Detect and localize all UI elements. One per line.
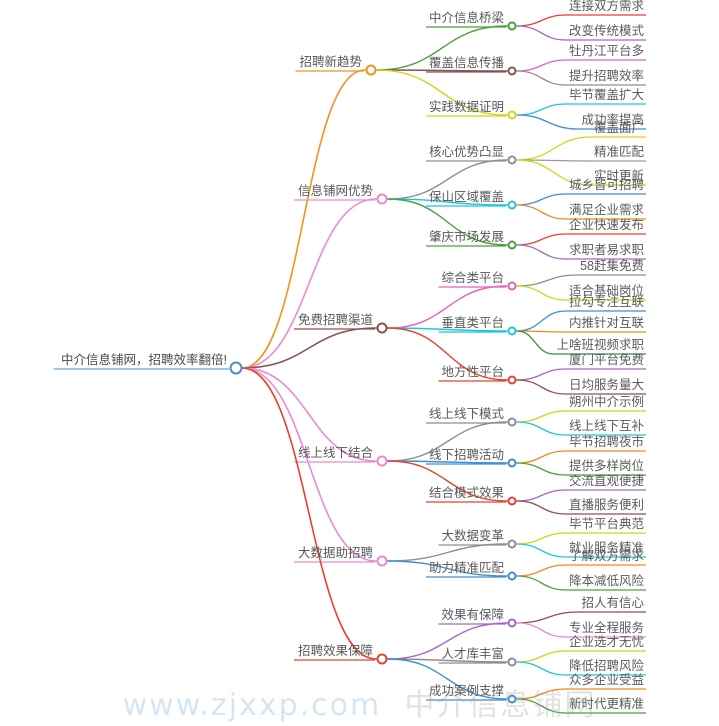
leaf-node-label-3-1-0[interactable]: 毕节招聘夜市 [568,434,644,449]
sub-node-dot-5-0[interactable] [507,618,517,628]
leaf-node-label-2-0-0[interactable]: 58赶集免费 [580,258,644,273]
leaf-node-label-5-2-1[interactable]: 新时代更精准 [568,696,644,711]
sub-node-dot-1-0[interactable] [507,155,517,165]
leaf-node-label-1-0-1[interactable]: 精准匹配 [593,144,644,159]
leaf-node-label-1-1-1[interactable]: 满足企业需求 [568,202,644,217]
leaf-node-label-2-1-0[interactable]: 拉勾专注互联 [568,294,644,309]
sub-node-dot-0-0[interactable] [507,21,517,31]
sub-node-dot-1-1[interactable] [507,200,517,210]
sub-node-label-3-1[interactable]: 线下招聘活动 [428,447,504,462]
root-node-label[interactable]: 中介信息铺网，招聘效率翻倍! [61,352,227,367]
branch-node-label-3[interactable]: 线上线下结合 [297,445,373,460]
leaf-node-label-2-2-0[interactable]: 厦门平台免费 [568,352,644,367]
sub-node-label-0-1[interactable]: 覆盖信息传播 [428,55,504,70]
leaf-node-label-0-1-1[interactable]: 提升招聘效率 [568,68,644,83]
sub-node-label-2-1[interactable]: 垂直类平台 [441,315,504,330]
sub-node-dot-4-0[interactable] [507,539,517,549]
leaf-node-label-2-0-1[interactable]: 适合基础岗位 [568,283,644,298]
leaf-node-label-1-0-0[interactable]: 覆盖面广 [593,120,644,135]
sub-node-label-5-1[interactable]: 人才库丰富 [441,646,504,661]
leaf-node-label-0-0-1[interactable]: 改变传统模式 [568,23,644,38]
sub-node-label-1-2[interactable]: 肇庆市场发展 [428,229,504,244]
sub-node-label-3-0[interactable]: 线上线下模式 [428,406,504,421]
sub-node-label-1-1[interactable]: 保山区域覆盖 [428,189,504,204]
leaf-node-label-5-2-0[interactable]: 众多企业受益 [568,672,644,687]
leaf-node-label-5-0-0[interactable]: 招人有信心 [581,595,644,610]
sub-node-label-2-0[interactable]: 综合类平台 [441,270,504,285]
sub-node-dot-3-1[interactable] [507,458,517,468]
leaf-node-label-1-2-1[interactable]: 求职者易求职 [568,242,644,257]
branch-node-label-1[interactable]: 信息铺网优势 [297,183,373,198]
sub-node-label-2-2[interactable]: 地方性平台 [441,364,504,379]
leaf-node-label-4-1-0[interactable]: 了解双方需求 [568,548,644,563]
sub-node-dot-5-2[interactable] [507,694,517,704]
branch-node-dot-5[interactable] [376,653,388,665]
leaf-node-label-2-2-1[interactable]: 日均服务量大 [568,377,644,392]
leaf-node-label-3-0-1[interactable]: 线上线下互补 [568,418,644,433]
branch-node-label-5[interactable]: 招聘效果保障 [297,643,373,658]
branch-node-dot-2[interactable] [376,322,388,334]
sub-node-dot-0-2[interactable] [507,110,517,120]
sub-node-label-4-1[interactable]: 助力精准匹配 [428,560,504,575]
leaf-node-label-0-2-0[interactable]: 毕节覆盖扩大 [568,87,644,102]
leaf-node-label-1-2-0[interactable]: 企业快速发布 [568,217,644,232]
leaf-node-label-3-2-0[interactable]: 交流直观便捷 [568,473,644,488]
sub-node-label-0-2[interactable]: 实践数据证明 [428,99,504,114]
leaf-node-label-2-1-1[interactable]: 内推针对互联 [568,315,644,330]
sub-node-dot-1-2[interactable] [507,240,517,250]
sub-node-label-3-2[interactable]: 结合模式效果 [428,485,504,500]
branch-node-dot-1[interactable] [376,193,388,205]
root-node-dot[interactable] [229,361,243,375]
sub-node-label-1-0[interactable]: 核心优势凸显 [428,144,504,159]
leaf-node-label-3-2-1[interactable]: 直播服务便利 [568,497,644,512]
leaf-node-label-4-1-1[interactable]: 降本减低风险 [568,573,644,588]
leaf-node-label-0-0-0[interactable]: 连接双方需求 [568,0,644,13]
sub-node-dot-4-1[interactable] [507,571,517,581]
leaf-node-label-3-0-0[interactable]: 朔州中介示例 [568,394,644,409]
sub-node-dot-2-1[interactable] [507,326,517,336]
leaf-node-label-5-1-0[interactable]: 企业选才无忧 [568,634,644,649]
sub-node-label-5-0[interactable]: 效果有保障 [441,607,504,622]
branch-node-label-2[interactable]: 免费招聘渠道 [297,312,373,327]
leaf-node-label-5-0-1[interactable]: 专业全程服务 [568,620,644,635]
leaf-node-label-0-1-0[interactable]: 牡丹江平台多 [568,43,644,58]
sub-node-dot-2-2[interactable] [507,375,517,385]
leaf-node-label-1-1-0[interactable]: 城乡皆可招聘 [568,177,644,192]
leaf-node-label-1-0-2[interactable]: 实时更新 [593,168,644,183]
branch-node-label-4[interactable]: 大数据助招聘 [297,545,373,560]
leaf-node-label-4-0-0[interactable]: 毕节平台典范 [568,516,644,531]
leaf-node-label-4-0-1[interactable]: 就业服务精准 [568,540,644,555]
sub-node-dot-0-1[interactable] [507,66,517,76]
sub-node-dot-3-0[interactable] [507,417,517,427]
branch-node-dot-3[interactable] [376,455,388,467]
sub-node-label-4-0[interactable]: 大数据变革 [441,528,504,543]
sub-node-dot-3-2[interactable] [507,496,517,506]
branch-node-label-0[interactable]: 招聘新趋势 [299,54,362,69]
leaf-node-label-3-1-1[interactable]: 提供多样岗位 [568,458,644,473]
branch-node-dot-0[interactable] [365,64,377,76]
branch-node-dot-4[interactable] [376,555,388,567]
sub-node-dot-5-1[interactable] [507,657,517,667]
leaf-node-label-0-2-1[interactable]: 成功率提高 [581,112,644,127]
sub-node-label-0-0[interactable]: 中介信息桥梁 [428,10,504,25]
leaf-node-label-2-1-2[interactable]: 上啥班视频求职 [556,337,644,352]
sub-node-dot-2-0[interactable] [507,281,517,291]
leaf-node-label-5-1-1[interactable]: 降低招聘风险 [568,658,644,673]
sub-node-label-5-2[interactable]: 成功案例支撑 [428,683,504,698]
